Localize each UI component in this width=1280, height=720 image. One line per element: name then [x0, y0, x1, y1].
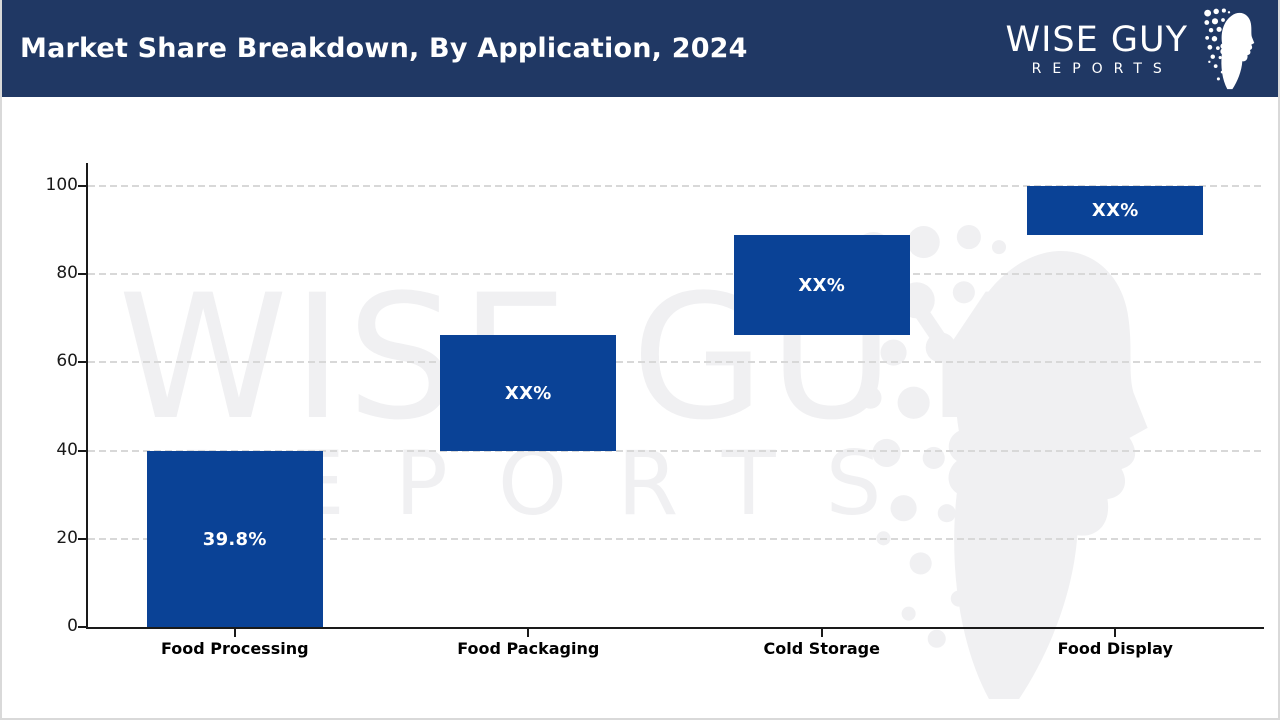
chart-title: Market Share Breakdown, By Application, …	[20, 33, 748, 64]
brand-logo-text: WISE GUY REPORTS	[1005, 19, 1188, 77]
x-tick-mark-3	[1114, 629, 1117, 637]
y-tick-mark-40	[78, 449, 86, 452]
bar-value-label: XX%	[1091, 200, 1139, 222]
x-tick-mark-2	[820, 629, 823, 637]
bar-food-processing: 39.8%	[146, 451, 323, 627]
y-tick-label-40: 40	[56, 439, 78, 460]
brand-logo-reports: REPORTS	[1031, 60, 1173, 77]
y-tick-mark-0	[78, 626, 86, 628]
brand-logo: WISE GUY REPORTS	[1005, 6, 1266, 92]
x-category-label-food-packaging: Food Packaging	[457, 639, 600, 658]
y-tick-label-20: 20	[56, 527, 78, 548]
x-category-label-food-display: Food Display	[1057, 639, 1173, 658]
gridline-60	[88, 361, 1262, 364]
brand-head-icon	[1204, 8, 1255, 90]
bar-food-display: XX%	[1027, 186, 1204, 236]
x-category-label-cold-storage: Cold Storage	[763, 639, 880, 658]
y-tick-label-100: 100	[45, 175, 78, 195]
y-tick-mark-60	[78, 361, 86, 364]
y-tick-label-80: 80	[56, 263, 78, 284]
gridline-80	[88, 273, 1262, 276]
gridline-100	[88, 185, 1262, 187]
y-tick-label-0: 0	[67, 616, 78, 636]
x-tick-mark-0	[233, 629, 236, 637]
x-category-label-food-processing: Food Processing	[160, 639, 309, 658]
y-tick-mark-20	[78, 537, 86, 540]
bar-cold-storage: XX%	[733, 235, 910, 335]
bar-value-label: XX%	[798, 274, 846, 296]
bar-value-label: XX%	[504, 382, 552, 404]
y-tick-mark-100	[78, 185, 86, 187]
bar-food-packaging: XX%	[440, 334, 617, 452]
brand-logo-wiseguy: WISE GUY	[1005, 19, 1188, 60]
y-tick-label-60: 60	[56, 351, 78, 372]
gridline-20	[88, 537, 1262, 540]
x-tick-mark-1	[527, 629, 530, 637]
y-tick-mark-80	[78, 273, 86, 276]
gridline-40	[88, 449, 1262, 452]
y-axis-line	[86, 163, 88, 629]
header-bar: Market Share Breakdown, By Application, …	[0, 0, 1280, 97]
bar-value-label: 39.8%	[202, 528, 267, 550]
x-axis-line	[86, 627, 1264, 629]
